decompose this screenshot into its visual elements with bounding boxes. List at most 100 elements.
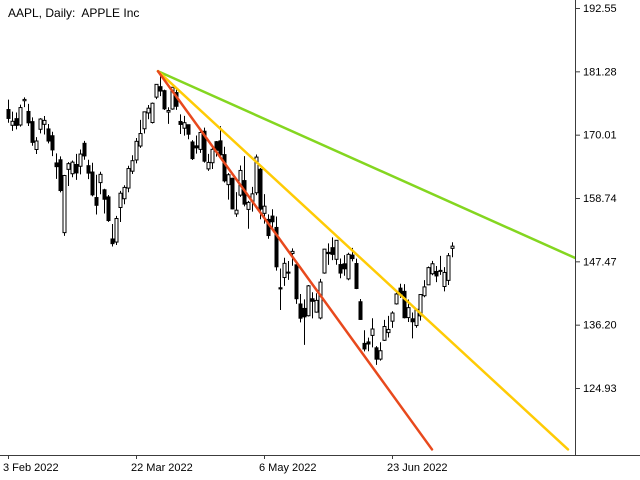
candle-bearish [310, 298, 315, 302]
fan-line-yellow[interactable] [156, 69, 570, 451]
candle-bearish [402, 290, 407, 319]
candle-bullish [254, 156, 259, 194]
candle-bullish [382, 326, 387, 341]
candle-bearish [6, 109, 11, 119]
candle-bullish [198, 131, 203, 150]
candle-bearish [46, 128, 51, 142]
candle-bullish [418, 294, 423, 317]
candle-bearish [374, 347, 379, 360]
candle-bearish [26, 110, 31, 124]
candle-bullish [78, 153, 83, 167]
candle-bearish [302, 307, 307, 318]
candle-bullish [142, 111, 147, 130]
time-axis-label: 6 May 2022 [259, 462, 316, 474]
candle-bearish [298, 303, 303, 319]
candle-bearish [58, 159, 63, 192]
candle-bullish [346, 253, 351, 280]
candle-bearish [82, 142, 87, 157]
candle-bearish [190, 141, 195, 160]
candle-bearish [110, 238, 115, 245]
candle-bullish [306, 285, 311, 317]
time-axis-label: 22 Mar 2022 [131, 462, 193, 474]
candle-bearish [178, 120, 183, 125]
candle-bearish [294, 264, 299, 300]
candle-bearish [222, 154, 227, 182]
candle-bearish [278, 287, 283, 290]
candle-bearish [330, 247, 335, 255]
candle-bullish [262, 205, 267, 214]
candle-bullish [370, 328, 375, 336]
candle-bearish [434, 270, 439, 277]
candle-bullish [390, 312, 395, 322]
candle-bullish [318, 281, 323, 319]
candle-bullish [146, 107, 151, 114]
candle-bearish [194, 145, 199, 149]
price-axis-label: 147.47 [583, 256, 617, 268]
candle-bearish [86, 165, 91, 174]
candle-bullish [446, 255, 451, 281]
candle-bearish [358, 301, 363, 320]
candle-bullish [10, 120, 15, 126]
candle-bearish [338, 264, 343, 274]
candle-bullish [226, 174, 231, 186]
candle-bearish [326, 251, 331, 255]
price-scale[interactable]: 192.55 181.28 170.01 158.74 147.47 136.20 124.… [575, 3, 617, 395]
candle-bullish [450, 245, 455, 249]
candle-bearish [94, 197, 99, 206]
candle-bullish [442, 271, 447, 288]
candle-bearish [354, 263, 359, 289]
candle-bullish [378, 350, 383, 360]
candle-bullish [122, 186, 127, 200]
chart-title: AAPL, Daily: APPLE Inc [8, 6, 140, 20]
candle-bearish [202, 130, 207, 162]
candle-bearish [162, 90, 167, 110]
candle-bearish [106, 196, 111, 222]
candle-bearish [258, 168, 263, 210]
fan-line-green[interactable] [156, 69, 576, 260]
candle-bullish [70, 161, 75, 175]
candle-bearish [54, 162, 59, 168]
plot-area[interactable] [6, 69, 576, 451]
candle-bearish [410, 318, 415, 323]
candle-bullish [154, 83, 159, 98]
candle-bullish [42, 119, 47, 125]
candle-bearish [30, 121, 35, 143]
candle-bullish [166, 110, 171, 113]
candle-bullish [138, 133, 143, 147]
time-scale[interactable]: 3 Feb 2022 22 Mar 2022 6 May 2022 23 Jun 20… [3, 455, 448, 474]
candle-bearish [74, 164, 79, 174]
candle-bullish [134, 140, 139, 161]
candle-bullish [206, 161, 211, 170]
price-axis-label: 192.55 [583, 3, 617, 15]
candle-bullish [126, 168, 131, 189]
candle-bullish [34, 140, 39, 151]
candle-bearish [186, 124, 191, 135]
candle-bearish [342, 263, 347, 270]
candle-bearish [286, 271, 291, 274]
candle-bullish [98, 173, 103, 184]
candle-bullish [150, 102, 155, 124]
fan-line-red[interactable] [156, 69, 434, 451]
candle-bullish [130, 160, 135, 172]
candle-bearish [158, 86, 163, 92]
candle-bearish [230, 177, 235, 210]
candle-bullish [290, 250, 295, 255]
candle-bullish [438, 269, 443, 272]
candle-bearish [90, 171, 95, 196]
candle-bearish [102, 189, 107, 200]
candle-bullish [234, 209, 239, 215]
candle-bearish [218, 140, 223, 156]
time-axis-label: 23 Jun 2022 [387, 462, 448, 474]
candle-bullish [246, 201, 251, 210]
candle-bullish [18, 107, 23, 126]
price-axis-label: 124.93 [583, 383, 617, 395]
candle-bullish [210, 148, 215, 164]
candle-bullish [22, 98, 27, 102]
price-axis-label: 181.28 [583, 66, 617, 78]
candle-bullish [182, 122, 187, 129]
candle-bullish [322, 248, 327, 274]
candle-bullish [426, 267, 431, 286]
candle-bullish [314, 299, 319, 313]
